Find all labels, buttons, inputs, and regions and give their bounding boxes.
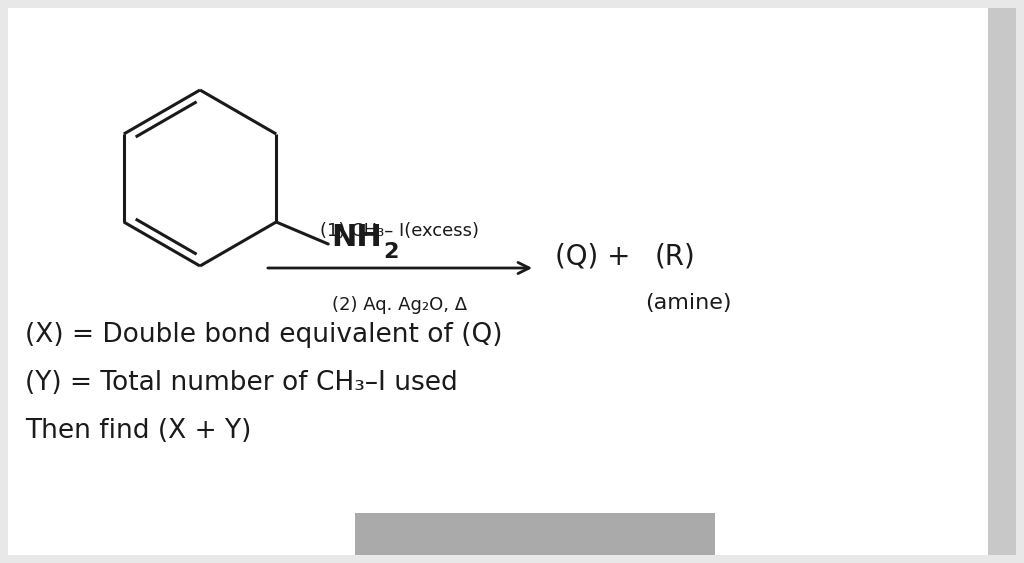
Bar bbox=[355, 513, 715, 555]
Bar bbox=[988, 8, 1016, 555]
Text: (1) CH₃– I(excess): (1) CH₃– I(excess) bbox=[321, 222, 479, 240]
Text: (Q) +: (Q) + bbox=[555, 242, 631, 270]
Text: (2) Aq. Ag₂O, Δ: (2) Aq. Ag₂O, Δ bbox=[333, 296, 468, 314]
FancyBboxPatch shape bbox=[8, 8, 998, 555]
Text: (X) = Double bond equivalent of (Q): (X) = Double bond equivalent of (Q) bbox=[25, 322, 503, 348]
Text: (Y) = Total number of CH₃–I used: (Y) = Total number of CH₃–I used bbox=[25, 370, 458, 396]
Text: NH: NH bbox=[331, 224, 382, 252]
Text: (amine): (amine) bbox=[645, 293, 731, 313]
Text: Then find (X + Y): Then find (X + Y) bbox=[25, 418, 251, 444]
Text: (R): (R) bbox=[655, 242, 695, 270]
Text: 2: 2 bbox=[383, 242, 398, 262]
